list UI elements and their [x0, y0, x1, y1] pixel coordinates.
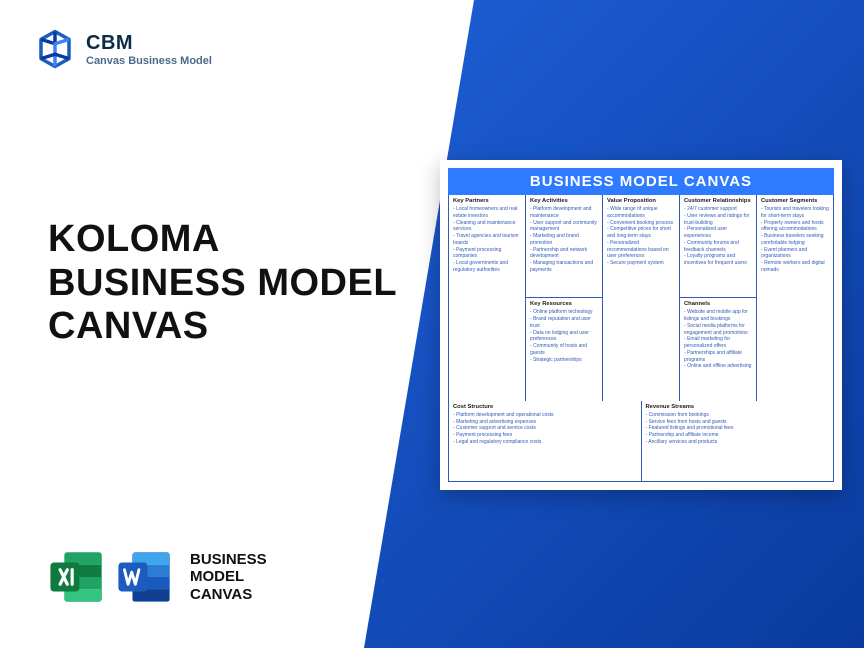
cell-title: Key Activities: [530, 198, 598, 204]
cell-title: Cost Structure: [453, 404, 637, 410]
headline-line-1: KOLOMA: [48, 218, 397, 262]
cell-items: 24/7 customer supportUser reviews and ra…: [684, 206, 752, 267]
cell-title: Customer Relationships: [684, 198, 752, 204]
page-title: KOLOMA BUSINESS MODEL CANVAS: [48, 218, 397, 349]
cell-resources: Key Resources Online platform technologyB…: [526, 297, 602, 400]
canvas-title: BUSINESS MODEL CANVAS: [448, 168, 834, 195]
cell-items: Website and mobile app for listings and …: [684, 309, 752, 370]
cell-segments: Customer Segments Tourists and travelers …: [757, 195, 833, 401]
cell-items: Wide range of unique accommodationsConve…: [607, 206, 675, 267]
brand-logo: CBM Canvas Business Model: [34, 28, 212, 70]
cell-items: Platform development and operational cos…: [453, 412, 637, 446]
cell-revenue: Revenue Streams Commission from bookingsS…: [642, 401, 834, 481]
cell-activities: Key Activities Platform development and m…: [526, 195, 602, 297]
brand-name: CBM: [86, 32, 212, 55]
canvas-grid: Key Partners Local homeowners and real es…: [448, 195, 834, 482]
cell-items: Online platform technologyBrand reputati…: [530, 309, 598, 363]
excel-icon: [48, 548, 106, 606]
logo-icon: [34, 28, 76, 70]
cell-title: Value Proposition: [607, 198, 675, 204]
cell-title: Customer Segments: [761, 198, 829, 204]
headline-line-3: CANVAS: [48, 305, 397, 349]
cell-value: Value Proposition Wide range of unique ac…: [603, 195, 679, 401]
word-icon: [116, 548, 174, 606]
cell-channels: Channels Website and mobile app for listi…: [680, 297, 756, 400]
cell-relationships: Customer Relationships 24/7 customer supp…: [680, 195, 756, 297]
cell-title: Key Partners: [453, 198, 521, 204]
cell-title: Channels: [684, 301, 752, 307]
cell-items: Local homeowners and real estate investo…: [453, 206, 521, 274]
cell-title: Revenue Streams: [646, 404, 830, 410]
footer-label: BUSINESS MODEL CANVAS: [190, 551, 267, 603]
cell-costs: Cost Structure Platform development and o…: [449, 401, 642, 481]
cell-items: Platform development and maintenanceUser…: [530, 206, 598, 274]
cell-partners: Key Partners Local homeowners and real es…: [449, 195, 525, 401]
footer-block: BUSINESS MODEL CANVAS: [48, 548, 267, 606]
brand-subtitle: Canvas Business Model: [86, 55, 212, 67]
cell-title: Key Resources: [530, 301, 598, 307]
cell-items: Tourists and travelers looking for short…: [761, 206, 829, 274]
headline-line-2: BUSINESS MODEL: [48, 262, 397, 306]
cell-items: Commission from bookingsService fees fro…: [646, 412, 830, 446]
canvas-preview: BUSINESS MODEL CANVAS Key Partners Local …: [440, 160, 842, 490]
